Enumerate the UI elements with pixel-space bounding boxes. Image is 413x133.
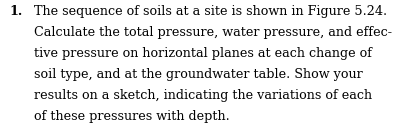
Text: soil type, and at the groundwater table. Show your: soil type, and at the groundwater table.… bbox=[34, 68, 362, 81]
Text: of these pressures with depth.: of these pressures with depth. bbox=[34, 110, 229, 123]
Text: The sequence of soils at a site is shown in Figure 5.24.: The sequence of soils at a site is shown… bbox=[34, 5, 386, 18]
Text: 1.: 1. bbox=[9, 5, 22, 18]
Text: Calculate the total pressure, water pressure, and effec-: Calculate the total pressure, water pres… bbox=[34, 26, 391, 39]
Text: tive pressure on horizontal planes at each change of: tive pressure on horizontal planes at ea… bbox=[34, 47, 371, 60]
Text: results on a sketch, indicating the variations of each: results on a sketch, indicating the vari… bbox=[34, 89, 371, 102]
